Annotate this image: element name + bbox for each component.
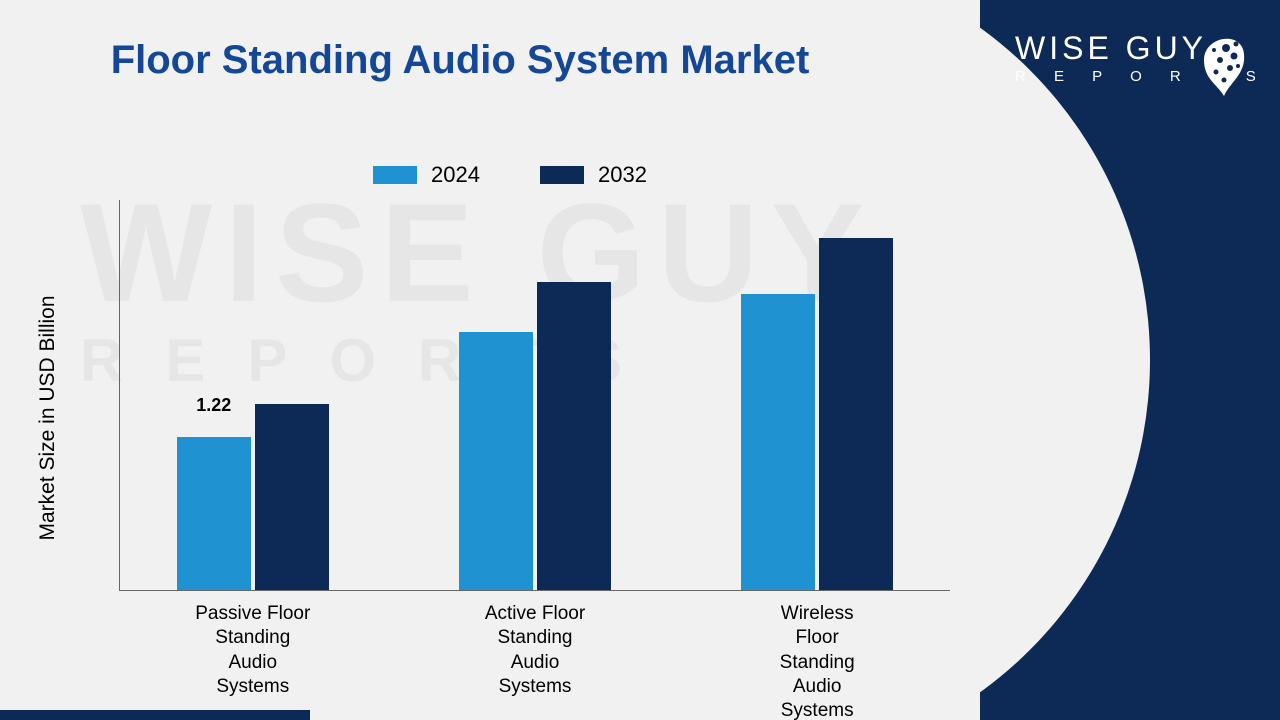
bar-value-label: 1.22 bbox=[196, 395, 231, 416]
legend-label-2032: 2032 bbox=[598, 162, 647, 188]
y-axis-label: Market Size in USD Billion bbox=[36, 295, 60, 540]
bar-2032-0 bbox=[255, 404, 329, 590]
x-axis-line bbox=[119, 590, 950, 591]
bar-2024-1 bbox=[459, 332, 533, 590]
bar-2032-2 bbox=[819, 238, 893, 590]
legend: 2024 2032 bbox=[60, 162, 960, 188]
legend-swatch-2024 bbox=[373, 166, 417, 184]
legend-swatch-2032 bbox=[540, 166, 584, 184]
bar-2024-0 bbox=[177, 437, 251, 590]
bar-2032-1 bbox=[537, 282, 611, 590]
legend-item-2024: 2024 bbox=[373, 162, 480, 188]
x-tick-label: Wireless Floor Standing Audio Systems bbox=[757, 602, 877, 720]
legend-item-2032: 2032 bbox=[540, 162, 647, 188]
chart-title: Floor Standing Audio System Market bbox=[0, 38, 920, 83]
bottom-accent-bar bbox=[0, 710, 310, 720]
x-tick-label: Active Floor Standing Audio Systems bbox=[475, 602, 595, 699]
chart-area: 1.22Passive Floor Standing Audio Systems… bbox=[120, 200, 950, 590]
plot-region: Market Size in USD Billion 2024 2032 1.2… bbox=[60, 140, 960, 695]
brand-head-icon bbox=[1194, 24, 1250, 98]
legend-label-2024: 2024 bbox=[431, 162, 480, 188]
y-axis-line bbox=[119, 200, 120, 591]
x-tick-label: Passive Floor Standing Audio Systems bbox=[193, 602, 313, 699]
canvas: WISE GUY REPORTS Floor Standing Audio Sy… bbox=[0, 0, 1280, 720]
bar-2024-2 bbox=[741, 294, 815, 590]
brand-logo: WISE GUY R E P O R T S bbox=[1015, 32, 1250, 85]
